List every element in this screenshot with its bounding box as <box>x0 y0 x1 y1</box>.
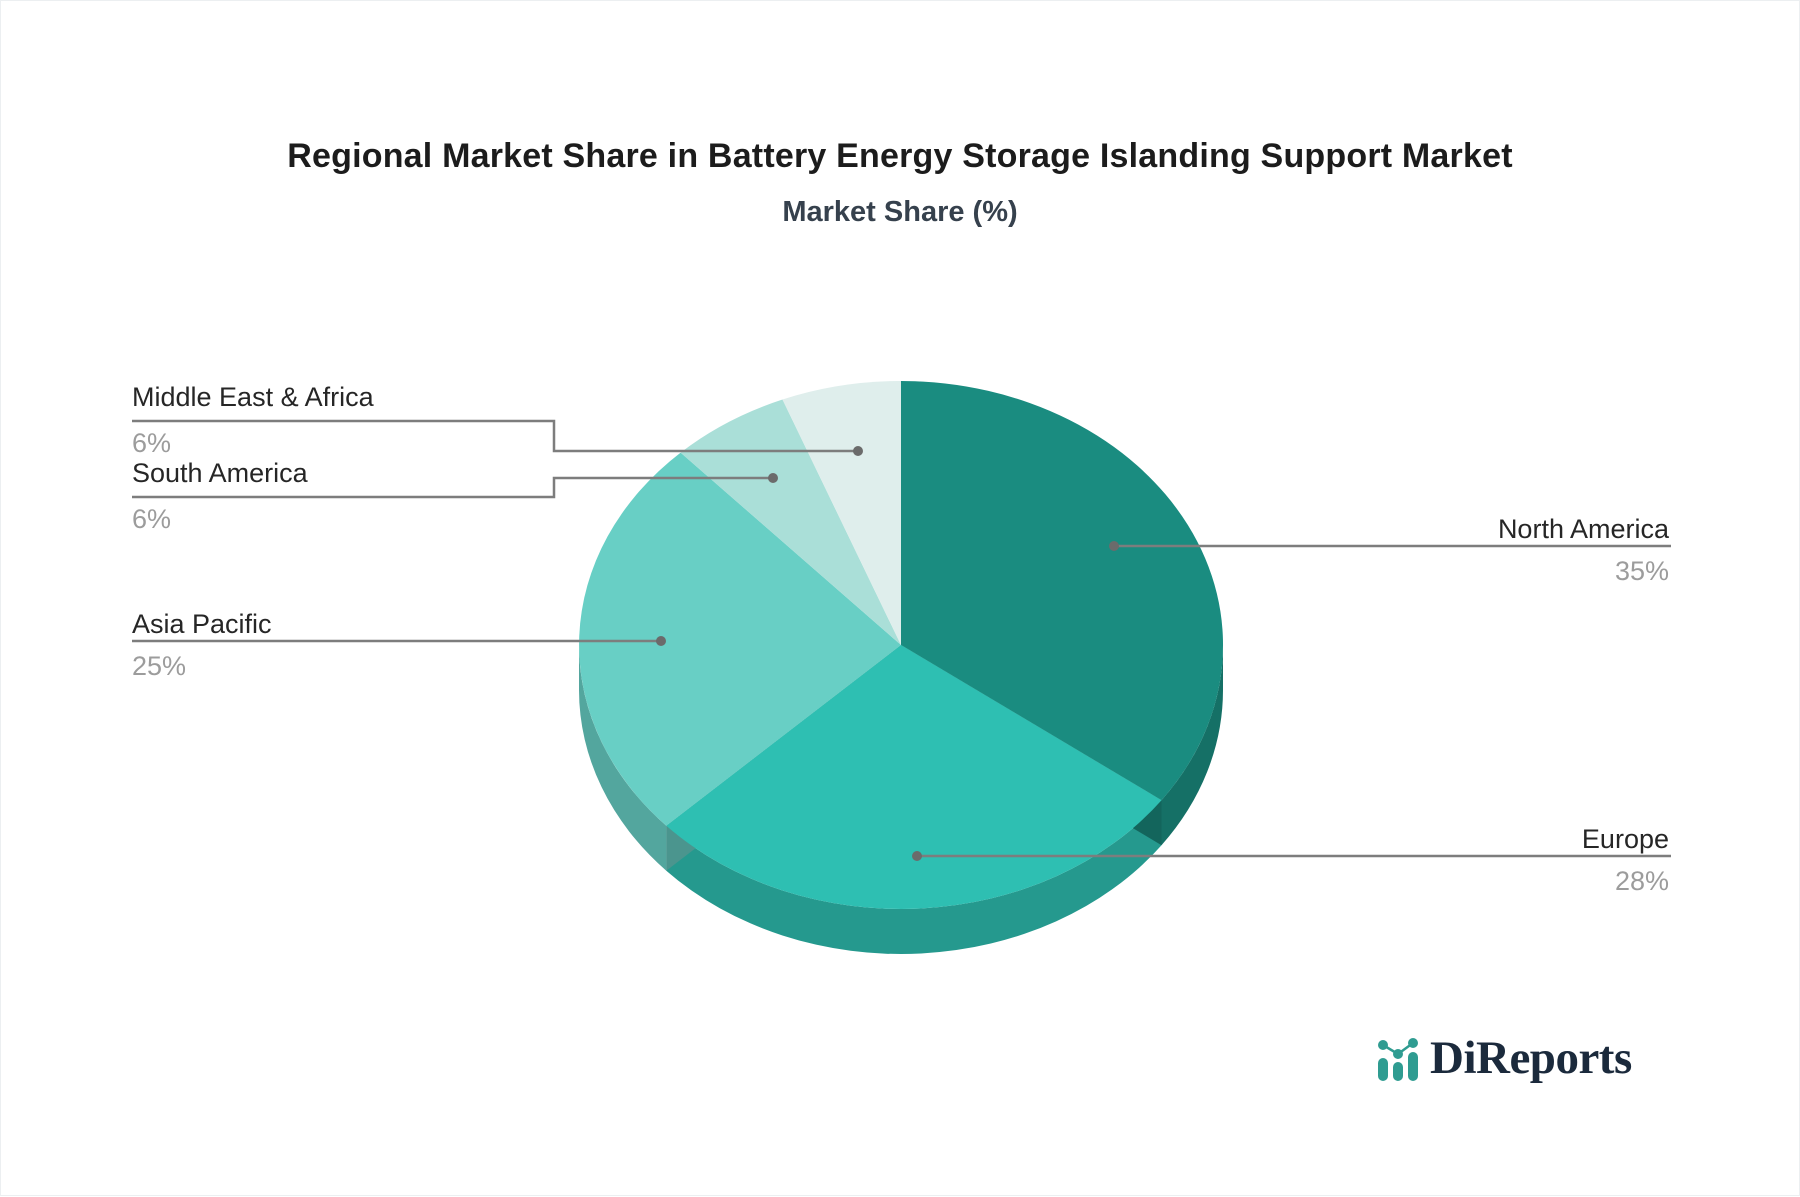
pie-slice-asia-pacific <box>579 452 901 826</box>
leader-dot-south-america <box>768 473 778 483</box>
chart-title: Regional Market Share in Battery Energy … <box>287 137 1513 175</box>
slice-label-middle-east-africa: Middle East & Africa <box>132 382 374 412</box>
pie-rim-asia-pacific <box>579 645 667 871</box>
slice-value-europe: 28% <box>1614 866 1669 896</box>
leader-line-south-america <box>132 476 773 499</box>
pie-slice-middle-east-africa <box>782 380 901 645</box>
chart-subtitle: Market Share (%) <box>782 196 1018 228</box>
direports-logo-text: DiReports <box>1430 1032 1632 1084</box>
leader-line-middle-east-africa <box>132 419 858 453</box>
pie-rim-north-america <box>1161 645 1223 846</box>
slice-value-middle-east-africa: 6% <box>132 428 172 458</box>
slice-value-north-america: 35% <box>1614 556 1669 586</box>
pie-slice-europe <box>666 645 1162 909</box>
direports-logo-icon <box>1378 1038 1418 1081</box>
leader-dot-middle-east-africa <box>853 446 863 456</box>
leader-dot-asia-pacific <box>656 636 666 646</box>
slice-label-south-america: South America <box>132 458 308 488</box>
slice-value-south-america: 6% <box>132 504 172 534</box>
slice-label-north-america: North America <box>1497 514 1669 544</box>
pie-rim-europe <box>666 800 1162 954</box>
slice-label-asia-pacific: Asia Pacific <box>132 609 272 639</box>
leader-dot-europe <box>912 851 922 861</box>
pie-slice-south-america <box>680 399 901 645</box>
slice-value-asia-pacific: 25% <box>132 651 187 681</box>
direports-logo: DiReports <box>1373 1031 1632 1083</box>
slice-label-europe: Europe <box>1581 824 1669 854</box>
pie-slice-north-america <box>901 381 1224 801</box>
leader-dot-north-america <box>1109 541 1119 551</box>
